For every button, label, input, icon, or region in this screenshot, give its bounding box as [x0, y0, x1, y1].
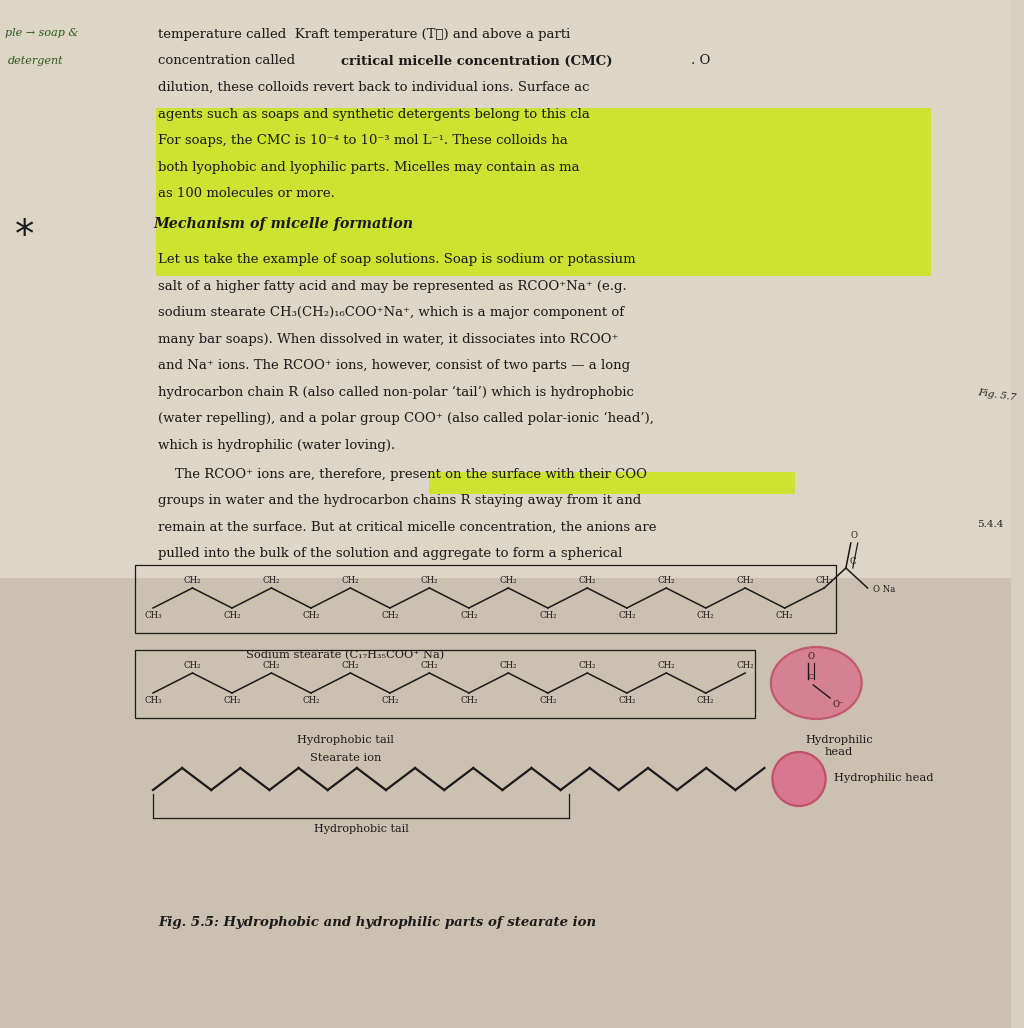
Text: many bar soaps). When dissolved in water, it dissociates into RCOO⁺: many bar soaps). When dissolved in water… [158, 333, 618, 345]
Text: Let us take the example of soap solutions. Soap is sodium or potassium: Let us take the example of soap solution… [158, 253, 636, 266]
Text: CH₂: CH₂ [381, 611, 398, 620]
Text: ple → soap &: ple → soap & [5, 28, 78, 38]
Text: CH₂: CH₂ [697, 611, 715, 620]
Bar [429, 472, 795, 494]
Text: salt of a higher fatty acid and may be represented as RCOO⁺Na⁺ (e.g.: salt of a higher fatty acid and may be r… [158, 280, 627, 293]
Text: CH₂: CH₂ [579, 576, 596, 585]
Text: CH₂: CH₂ [657, 661, 675, 670]
Text: Hydrophilic
head: Hydrophilic head [805, 735, 872, 757]
Text: both lyophobic and lyophilic parts. Micelles may contain as ma: both lyophobic and lyophilic parts. Mice… [158, 160, 580, 174]
Text: concentration called: concentration called [158, 54, 299, 68]
Text: O⁻: O⁻ [833, 700, 844, 709]
Text: 5.4.4: 5.4.4 [977, 520, 1004, 529]
Text: CH₂: CH₂ [460, 611, 477, 620]
Text: CH₂: CH₂ [302, 696, 319, 705]
Text: dilution, these colloids revert back to individual ions. Surface ac: dilution, these colloids revert back to … [158, 81, 590, 94]
Text: CH₂: CH₂ [421, 661, 438, 670]
Text: Fig. 5.7: Fig. 5.7 [977, 388, 1017, 402]
Text: CH₂: CH₂ [342, 661, 359, 670]
Text: CH₂: CH₂ [342, 576, 359, 585]
Text: CH₂: CH₂ [618, 611, 636, 620]
Text: which is hydrophilic (water loving).: which is hydrophilic (water loving). [158, 439, 395, 451]
Text: temperature called  Kraft temperature (Tᵹ) and above a parti: temperature called Kraft temperature (Tᵹ… [158, 28, 570, 41]
Text: agents such as soaps and synthetic detergents belong to this cla: agents such as soaps and synthetic deter… [158, 108, 590, 120]
Text: CH₂: CH₂ [697, 696, 715, 705]
Text: CH₂: CH₂ [736, 576, 754, 585]
Text: CH₂: CH₂ [183, 576, 202, 585]
Text: CH₂: CH₂ [736, 661, 754, 670]
Text: C: C [807, 673, 813, 681]
Text: . O: . O [691, 54, 711, 68]
Text: CH₂: CH₂ [776, 611, 794, 620]
Text: Hydrophilic head: Hydrophilic head [834, 773, 933, 783]
Text: O Na: O Na [872, 586, 895, 594]
Text: Hydrophobic tail: Hydrophobic tail [297, 735, 394, 745]
Bar [135, 650, 755, 718]
Text: hydrocarbon chain R (also called non-polar ‘tail’) which is hydrophobic: hydrocarbon chain R (also called non-pol… [158, 386, 634, 399]
Text: CH₂: CH₂ [421, 576, 438, 585]
Circle shape [772, 752, 825, 806]
Text: CH₂: CH₂ [815, 576, 833, 585]
Text: Sodium stearate (C₁₇H₃₅COO⁺ Na): Sodium stearate (C₁₇H₃₅COO⁺ Na) [247, 650, 444, 660]
Text: CH₂: CH₂ [381, 696, 398, 705]
Text: CH₂: CH₂ [579, 661, 596, 670]
Text: O: O [850, 531, 857, 540]
Text: CH₂: CH₂ [223, 696, 241, 705]
Text: pulled into the bulk of the solution and aggregate to form a spherical: pulled into the bulk of the solution and… [158, 547, 623, 560]
Ellipse shape [771, 647, 861, 719]
Text: CH₂: CH₂ [500, 576, 517, 585]
Text: remain at the surface. But at critical micelle concentration, the anions are: remain at the surface. But at critical m… [158, 521, 656, 534]
Text: and Na⁺ ions. The RCOO⁺ ions, however, consist of two parts — a long: and Na⁺ ions. The RCOO⁺ ions, however, c… [158, 359, 630, 372]
Text: (water repelling), and a polar group COO⁺ (also called polar-ionic ‘head’),: (water repelling), and a polar group COO… [158, 412, 653, 426]
Text: Fig. 5.5: Hydrophobic and hydrophilic parts of stearate ion: Fig. 5.5: Hydrophobic and hydrophilic pa… [158, 916, 596, 929]
Text: Hydrophobic tail: Hydrophobic tail [313, 824, 409, 834]
Bar [0, 578, 1011, 1028]
Text: CH₂: CH₂ [183, 661, 202, 670]
Text: CH₂: CH₂ [657, 576, 675, 585]
Text: CH₂: CH₂ [302, 611, 319, 620]
Text: O: O [808, 652, 815, 661]
Text: CH₂: CH₂ [263, 661, 281, 670]
Text: CH₂: CH₂ [263, 576, 281, 585]
Bar [156, 108, 931, 276]
Text: Mechanism of micelle formation: Mechanism of micelle formation [153, 218, 413, 231]
Bar [0, 0, 1011, 578]
Text: For soaps, the CMC is 10⁻⁴ to 10⁻³ mol L⁻¹. These colloids ha: For soaps, the CMC is 10⁻⁴ to 10⁻³ mol L… [158, 134, 567, 147]
Text: Stearate ion: Stearate ion [310, 752, 381, 763]
Text: groups in water and the hydrocarbon chains R staying away from it and: groups in water and the hydrocarbon chai… [158, 494, 641, 508]
Text: *: * [15, 218, 35, 255]
Text: CH₂: CH₂ [500, 661, 517, 670]
Text: CH₂: CH₂ [223, 611, 241, 620]
Text: CH₂: CH₂ [539, 696, 557, 705]
Text: CH₂: CH₂ [539, 611, 557, 620]
Text: CH₂: CH₂ [618, 696, 636, 705]
Text: CH₃: CH₃ [144, 696, 162, 705]
Bar [135, 565, 836, 633]
Text: The RCOO⁺ ions are, therefore, present on the surface with their COO: The RCOO⁺ ions are, therefore, present o… [158, 468, 647, 481]
Text: CH₃: CH₃ [144, 611, 162, 620]
Text: C: C [850, 557, 856, 566]
Text: CH₂: CH₂ [460, 696, 477, 705]
Text: sodium stearate CH₃(CH₂)₁₆COO⁺Na⁺, which is a major component of: sodium stearate CH₃(CH₂)₁₆COO⁺Na⁺, which… [158, 306, 624, 320]
Text: as 100 molecules or more.: as 100 molecules or more. [158, 187, 335, 200]
Text: detergent: detergent [8, 56, 63, 66]
Text: critical micelle concentration (CMC): critical micelle concentration (CMC) [341, 54, 612, 68]
